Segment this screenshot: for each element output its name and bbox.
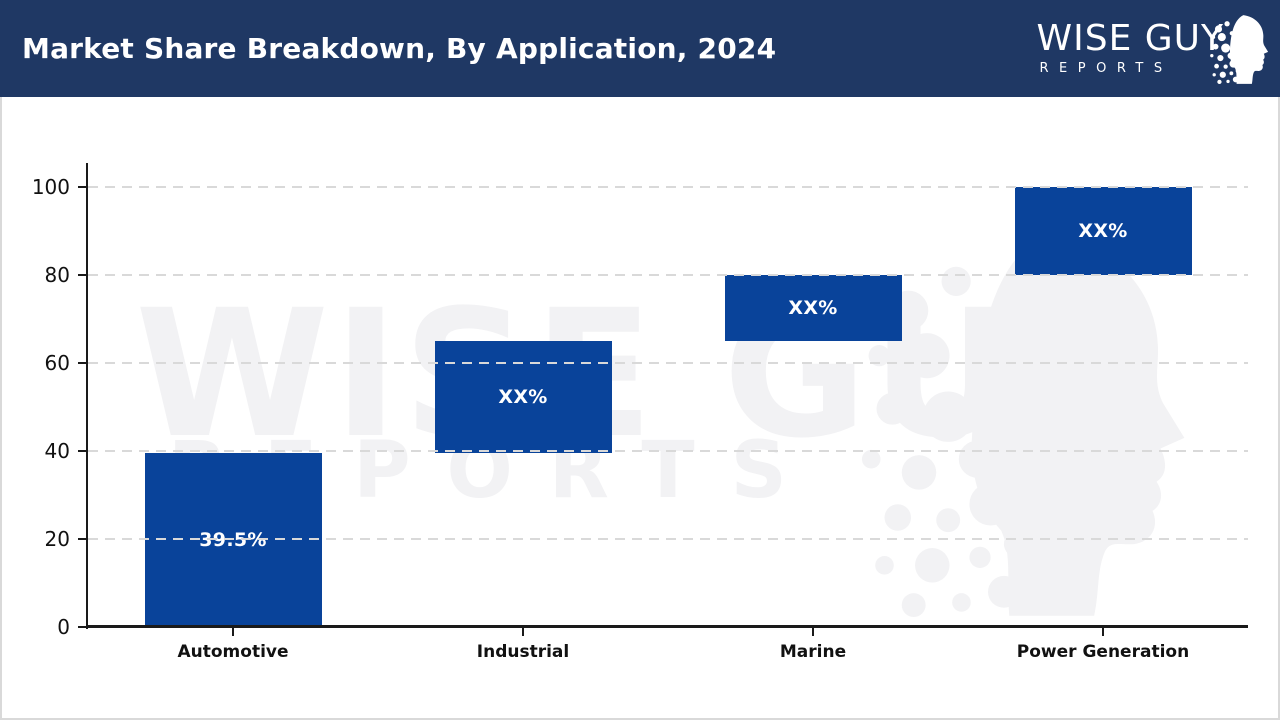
logo-subtext: REPORTS bbox=[1039, 61, 1173, 76]
header: Market Share Breakdown, By Application, … bbox=[0, 0, 1280, 97]
plot-area: 0 20 40 60 80 100 39.5% Automotive XX% Industrial… bbox=[32, 163, 1248, 662]
y-axis-tick bbox=[78, 186, 86, 188]
logo-text: WISE GUY REPORTS bbox=[1036, 18, 1225, 77]
bar-automotive: 39.5% bbox=[144, 453, 322, 627]
x-axis-tick bbox=[1102, 628, 1104, 636]
x-axis-tick bbox=[812, 628, 814, 636]
y-axis-tick bbox=[78, 626, 86, 628]
y-axis-tick-label: 100 bbox=[31, 175, 70, 199]
gridline bbox=[88, 362, 1248, 364]
y-axis-tick-label: 0 bbox=[57, 615, 70, 639]
x-axis-category-label: Marine bbox=[779, 642, 847, 662]
bar-value-label: XX% bbox=[788, 297, 838, 319]
x-axis-category-label: Automotive bbox=[177, 642, 289, 662]
x-axis-tick bbox=[232, 628, 234, 636]
y-axis-tick bbox=[78, 538, 86, 540]
x-axis-category-label: Power Generation bbox=[1016, 642, 1190, 662]
bar-value-label: 39.5% bbox=[199, 529, 267, 552]
y-axis-tick-label: 40 bbox=[44, 439, 70, 463]
bar-industrial: XX% bbox=[434, 341, 612, 454]
page-title: Market Share Breakdown, By Application, … bbox=[22, 32, 777, 65]
y-axis-tick bbox=[78, 362, 86, 364]
bar-marine: XX% bbox=[724, 275, 902, 341]
y-axis-tick bbox=[78, 274, 86, 276]
logo-wordmark: WISE GUY bbox=[1036, 18, 1224, 59]
y-axis-tick bbox=[78, 450, 86, 452]
bar-value-label: XX% bbox=[1078, 220, 1128, 242]
x-axis-category-label: Industrial bbox=[476, 642, 570, 662]
y-axis-tick-label: 20 bbox=[44, 527, 70, 551]
gridline bbox=[88, 274, 1248, 276]
bar-power-generation: XX% bbox=[1014, 187, 1192, 275]
y-axis-tick-label: 80 bbox=[44, 263, 70, 287]
logo-head-icon bbox=[1210, 14, 1269, 84]
y-axis-line bbox=[86, 163, 88, 629]
x-axis-tick bbox=[522, 628, 524, 636]
wise-guy-logo: WISE GUY REPORTS bbox=[1037, 10, 1271, 88]
gridline bbox=[88, 538, 1248, 540]
bar-value-label: XX% bbox=[498, 386, 548, 409]
x-axis-line bbox=[86, 625, 1248, 628]
y-axis-tick-label: 60 bbox=[44, 351, 70, 375]
gridline bbox=[88, 450, 1248, 452]
gridline bbox=[88, 186, 1248, 188]
